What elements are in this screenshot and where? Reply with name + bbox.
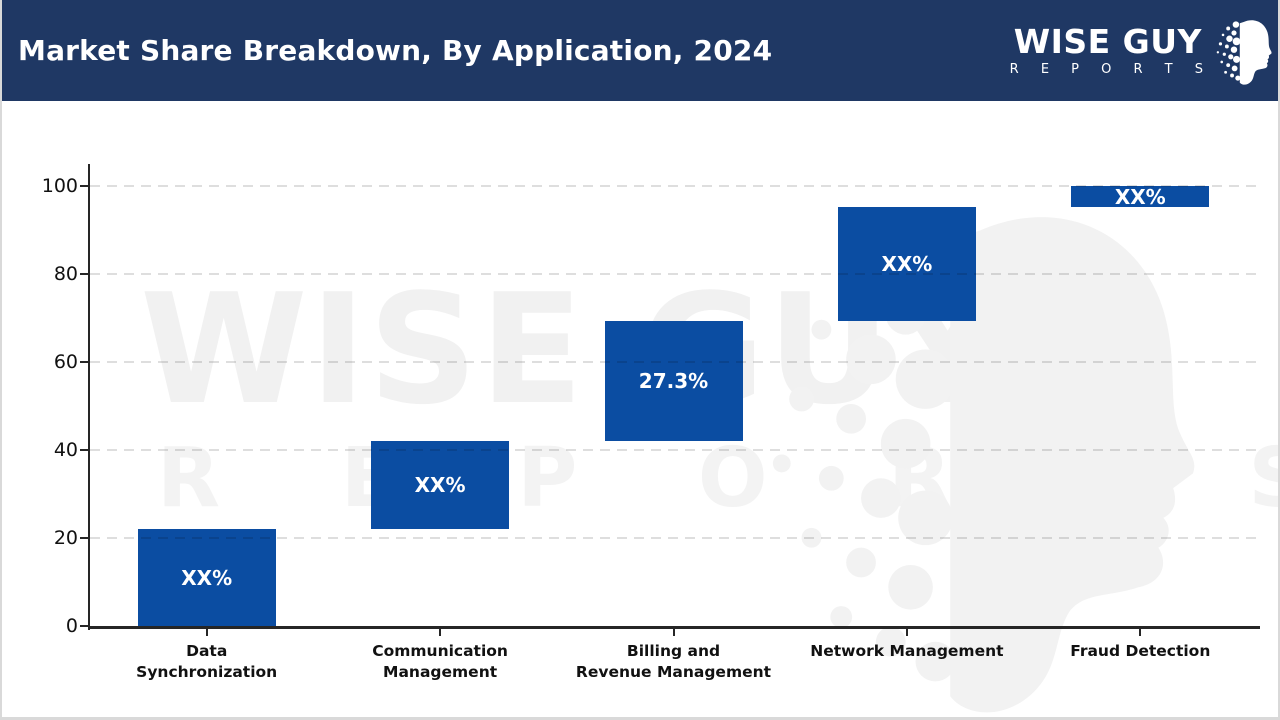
bar-communication-management: XX% [371, 441, 510, 530]
bar-fraud-detection: XX% [1071, 184, 1210, 209]
bar-data-synchronization: XX% [137, 529, 276, 626]
x-tick-mark [905, 629, 908, 636]
bar-network-management: XX% [837, 207, 976, 322]
gridline [90, 449, 1257, 451]
gridline [90, 537, 1257, 539]
bar-value-label: XX% [1114, 184, 1166, 209]
header-bar: Market Share Breakdown, By Application, … [2, 0, 1278, 101]
y-tick-label: 0 [65, 615, 78, 637]
market-share-chart: WISE GUY R E P O R T S 0 20 40 60 80 100 XX% Da… [2, 101, 1278, 717]
gridline [90, 361, 1257, 363]
x-tick-label: Communication Management [372, 642, 508, 681]
bar-value-label: XX% [414, 473, 466, 498]
x-tick-label: Billing and Revenue Management [575, 642, 772, 681]
brand-name: WISE GUY [1013, 22, 1202, 61]
gridline [90, 273, 1257, 275]
gridline [90, 185, 1257, 187]
x-tick-label: Data Synchronization [136, 642, 278, 681]
y-tick-label: 60 [53, 351, 78, 373]
brand-face-icon [1216, 19, 1272, 85]
x-axis-line [88, 626, 1260, 629]
page-title: Market Share Breakdown, By Application, … [18, 34, 773, 67]
brand-logo: WISE GUY R E P O R T S [1004, 0, 1272, 101]
brand-logo-text: WISE GUY R E P O R T S [1004, 22, 1212, 78]
bar-value-label: XX% [881, 252, 933, 277]
x-tick-label: Fraud Detection [1070, 642, 1211, 660]
y-tick-mark [80, 449, 88, 451]
bar-value-label: 27.3% [638, 369, 709, 394]
y-axis-line [88, 164, 90, 630]
brand-subtitle: R E P O R T S [1009, 62, 1212, 77]
x-tick-mark [439, 629, 442, 636]
x-tick-label: Network Management [810, 642, 1004, 660]
y-tick-mark [80, 273, 88, 275]
x-tick-mark [205, 629, 208, 636]
y-tick-label: 80 [53, 263, 78, 285]
x-tick-mark [672, 629, 675, 636]
y-tick-mark [80, 537, 88, 539]
bar-value-label: XX% [181, 565, 233, 590]
y-tick-mark [80, 361, 88, 363]
y-tick-mark [80, 185, 88, 187]
y-tick-label: 40 [53, 439, 78, 461]
y-tick-label: 20 [53, 527, 78, 549]
bar-billing-and-revenue-management: 27.3% [604, 321, 743, 442]
x-tick-mark [1139, 629, 1142, 636]
y-tick-label: 100 [41, 175, 78, 197]
y-tick-mark [80, 625, 88, 627]
